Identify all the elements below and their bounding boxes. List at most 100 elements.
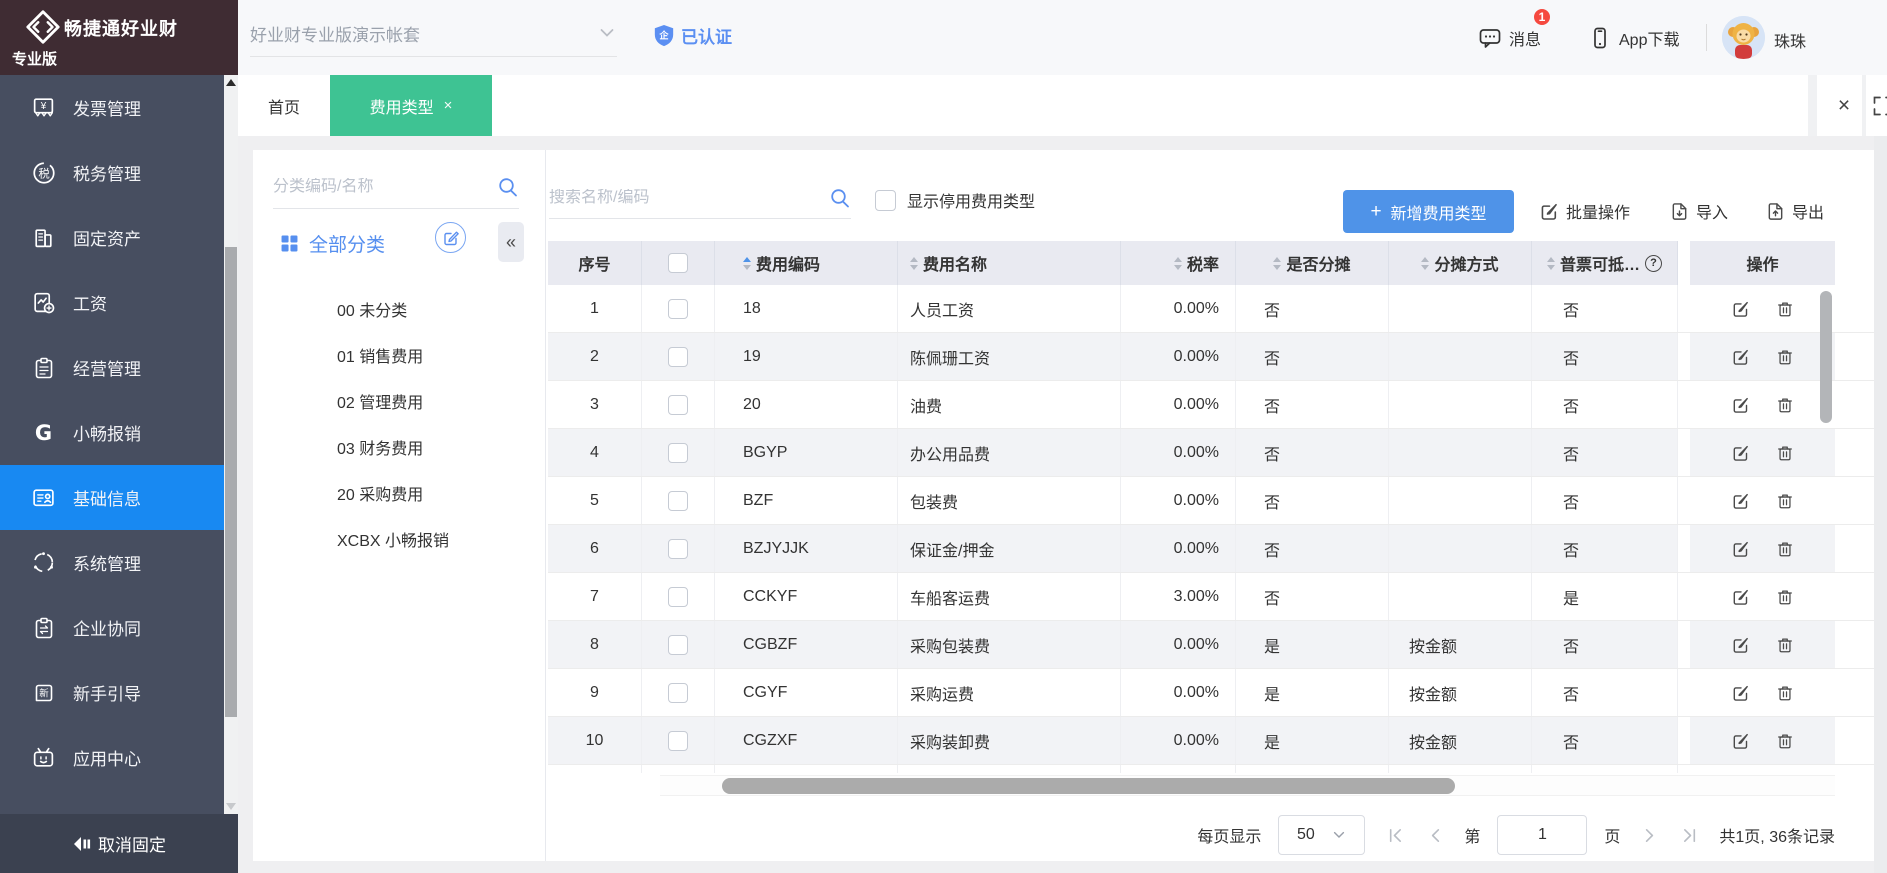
sidebar-item-invoice[interactable]: ¥ 发票管理 bbox=[0, 75, 238, 140]
table-row[interactable]: 6 BZJYJJK 保证金/押金 0.00% 否 否 bbox=[548, 525, 1874, 573]
show-disabled-toggle[interactable]: 显示停用费用类型 bbox=[875, 188, 1035, 212]
messages-button[interactable]: 消息 1 bbox=[1478, 7, 1552, 50]
sort-icon[interactable] bbox=[743, 256, 751, 270]
delete-row-icon[interactable] bbox=[1776, 684, 1794, 702]
row-checkbox[interactable] bbox=[668, 346, 688, 367]
category-item[interactable]: 02 管理费用 bbox=[337, 395, 424, 412]
sidebar-item-tax[interactable]: 税 税务管理 bbox=[0, 140, 238, 205]
table-row[interactable]: 1 18 人员工资 0.00% 否 否 bbox=[548, 285, 1874, 333]
delete-row-icon[interactable] bbox=[1776, 588, 1794, 606]
scrollbar-down-arrow[interactable] bbox=[226, 803, 236, 810]
row-checkbox[interactable] bbox=[668, 586, 688, 607]
table-row[interactable]: 3 20 油费 0.00% 否 否 bbox=[548, 381, 1874, 429]
sidebar-item-salary[interactable]: 工资 bbox=[0, 270, 238, 335]
table-vertical-scrollbar-thumb[interactable] bbox=[1820, 291, 1832, 423]
row-checkbox[interactable] bbox=[668, 298, 688, 319]
row-checkbox[interactable] bbox=[668, 394, 688, 415]
delete-row-icon[interactable] bbox=[1776, 444, 1794, 462]
edit-row-icon[interactable] bbox=[1732, 300, 1750, 318]
sidebar-item-app-center[interactable]: 应用中心 bbox=[0, 725, 238, 790]
table-row[interactable]: 4 BGYP 办公用品费 0.00% 否 否 bbox=[548, 429, 1874, 477]
edit-row-icon[interactable] bbox=[1732, 492, 1750, 510]
export-button[interactable]: 导出 bbox=[1766, 199, 1824, 223]
row-checkbox[interactable] bbox=[668, 442, 688, 463]
tab-expense-type[interactable]: 费用类型 × bbox=[330, 75, 492, 136]
edit-row-icon[interactable] bbox=[1732, 540, 1750, 558]
next-page-button[interactable] bbox=[1637, 823, 1661, 847]
edit-row-icon[interactable] bbox=[1732, 732, 1750, 750]
sidebar-item-collaboration[interactable]: 企业协同 bbox=[0, 595, 238, 660]
show-disabled-checkbox[interactable] bbox=[875, 189, 896, 211]
search-icon[interactable] bbox=[497, 176, 519, 198]
page-number-input[interactable] bbox=[1497, 815, 1588, 855]
table-row[interactable]: 8 CGBZF 采购包装费 0.00% 是 按金额 否 bbox=[548, 621, 1874, 669]
delete-row-icon[interactable] bbox=[1776, 300, 1794, 318]
sort-icon[interactable] bbox=[910, 256, 918, 270]
edit-row-icon[interactable] bbox=[1732, 348, 1750, 366]
edit-row-icon[interactable] bbox=[1732, 684, 1750, 702]
delete-row-icon[interactable] bbox=[1776, 396, 1794, 414]
sidebar-item-system[interactable]: 系统管理 bbox=[0, 530, 238, 595]
table-row[interactable]: 7 CCKYF 车船客运费 3.00% 否 是 bbox=[548, 573, 1874, 621]
sidebar-item-xiaochang-expense[interactable]: G 小畅报销 bbox=[0, 400, 238, 465]
select-all-checkbox[interactable] bbox=[668, 253, 688, 273]
fullscreen-icon[interactable] bbox=[1872, 95, 1887, 117]
delete-row-icon[interactable] bbox=[1776, 348, 1794, 366]
row-checkbox[interactable] bbox=[668, 730, 688, 751]
row-checkbox[interactable] bbox=[668, 538, 688, 559]
last-page-button[interactable] bbox=[1678, 823, 1702, 847]
category-item[interactable]: 03 财务费用 bbox=[337, 441, 424, 458]
category-root[interactable]: 全部分类 bbox=[281, 226, 385, 260]
col-header-deductible[interactable]: 普票可抵…? bbox=[1532, 241, 1678, 285]
search-icon[interactable] bbox=[829, 187, 851, 209]
account-selector[interactable]: 好业财专业版演示帐套 bbox=[250, 10, 617, 57]
edit-row-icon[interactable] bbox=[1732, 396, 1750, 414]
delete-row-icon[interactable] bbox=[1776, 636, 1794, 654]
row-checkbox[interactable] bbox=[668, 682, 688, 703]
row-checkbox[interactable] bbox=[668, 490, 688, 511]
table-horizontal-scrollbar[interactable] bbox=[660, 775, 1835, 796]
per-page-select[interactable]: 50 bbox=[1278, 815, 1366, 855]
table-row[interactable]: 9 CGYF 采购运费 0.00% 是 按金额 否 bbox=[548, 669, 1874, 717]
category-item[interactable]: 01 销售费用 bbox=[337, 349, 424, 366]
table-row[interactable]: 5 BZF 包装费 0.00% 否 否 bbox=[548, 477, 1874, 525]
sidebar-scrollbar[interactable] bbox=[224, 75, 238, 814]
tab-close-icon[interactable]: × bbox=[443, 97, 453, 114]
scrollbar-up-arrow[interactable] bbox=[226, 79, 236, 86]
col-header-rate[interactable]: 税率 bbox=[1121, 241, 1236, 285]
close-all-tabs-button[interactable]: × bbox=[1837, 94, 1851, 117]
sort-icon[interactable] bbox=[1546, 256, 1555, 270]
window-scrollbar[interactable] bbox=[1874, 136, 1887, 873]
edit-row-icon[interactable] bbox=[1732, 636, 1750, 654]
first-page-button[interactable] bbox=[1382, 823, 1406, 847]
scrollbar-thumb[interactable] bbox=[225, 247, 237, 717]
delete-row-icon[interactable] bbox=[1776, 540, 1794, 558]
sidebar-item-basic-info[interactable]: 基础信息 bbox=[0, 465, 238, 530]
user-avatar[interactable] bbox=[1722, 16, 1765, 59]
col-header-shared[interactable]: 是否分摊 bbox=[1236, 241, 1389, 285]
help-icon[interactable]: ? bbox=[1645, 254, 1662, 272]
batch-actions-button[interactable]: 批量操作 bbox=[1540, 199, 1630, 223]
sidebar-item-fixed-assets[interactable]: 固定资产 bbox=[0, 205, 238, 270]
delete-row-icon[interactable] bbox=[1776, 732, 1794, 750]
add-expense-type-button[interactable]: + 新增费用类型 bbox=[1343, 190, 1514, 233]
col-header-method[interactable]: 分摊方式 bbox=[1389, 241, 1532, 285]
prev-page-button[interactable] bbox=[1423, 823, 1447, 847]
table-horizontal-scrollbar-thumb[interactable] bbox=[722, 778, 1455, 794]
table-row[interactable]: 2 19 陈佩珊工资 0.00% 否 否 bbox=[548, 333, 1874, 381]
import-button[interactable]: 导入 bbox=[1670, 199, 1728, 223]
sidebar-item-operations[interactable]: 经营管理 bbox=[0, 335, 238, 400]
category-item[interactable]: XCBX 小畅报销 bbox=[337, 533, 450, 550]
category-item[interactable]: 00 未分类 bbox=[337, 303, 408, 320]
collapse-panel-button[interactable]: « bbox=[498, 222, 524, 262]
delete-row-icon[interactable] bbox=[1776, 492, 1794, 510]
col-header-code[interactable]: 费用编码 bbox=[715, 241, 898, 285]
edit-categories-button[interactable] bbox=[435, 222, 466, 253]
sort-icon[interactable] bbox=[1421, 256, 1430, 270]
app-download-button[interactable]: App下载 bbox=[1588, 26, 1679, 50]
user-name[interactable]: 珠珠 bbox=[1774, 34, 1807, 51]
tab-home[interactable]: 首页 bbox=[238, 75, 330, 136]
category-item[interactable]: 20 采购费用 bbox=[337, 487, 424, 504]
edit-row-icon[interactable] bbox=[1732, 588, 1750, 606]
row-checkbox[interactable] bbox=[668, 634, 688, 655]
